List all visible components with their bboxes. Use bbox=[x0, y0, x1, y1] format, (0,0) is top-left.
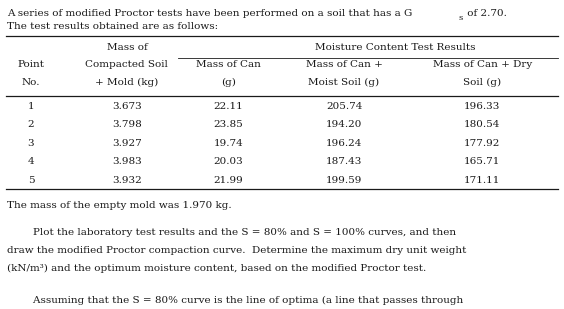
Text: (kN/m³) and the optimum moisture content, based on the modified Proctor test.: (kN/m³) and the optimum moisture content… bbox=[7, 264, 426, 273]
Text: Assuming that the S = 80% curve is the line of optima (a line that passes throug: Assuming that the S = 80% curve is the l… bbox=[7, 296, 463, 305]
Text: 205.74: 205.74 bbox=[326, 102, 362, 111]
Text: draw the modified Proctor compaction curve.  Determine the maximum dry unit weig: draw the modified Proctor compaction cur… bbox=[7, 246, 466, 255]
Text: 3: 3 bbox=[28, 139, 34, 148]
Text: 196.33: 196.33 bbox=[464, 102, 500, 111]
Text: Mass of Can: Mass of Can bbox=[196, 60, 261, 69]
Text: 180.54: 180.54 bbox=[464, 120, 500, 129]
Text: 194.20: 194.20 bbox=[326, 120, 362, 129]
Text: 20.03: 20.03 bbox=[214, 157, 243, 166]
Text: 3.927: 3.927 bbox=[112, 139, 142, 148]
Text: No.: No. bbox=[22, 78, 40, 87]
Text: 3.673: 3.673 bbox=[112, 102, 142, 111]
Text: 22.11: 22.11 bbox=[214, 102, 243, 111]
Text: Point: Point bbox=[17, 60, 45, 69]
Text: 165.71: 165.71 bbox=[464, 157, 500, 166]
Text: 1: 1 bbox=[28, 102, 34, 111]
Text: 21.99: 21.99 bbox=[214, 176, 243, 185]
Text: 3.798: 3.798 bbox=[112, 120, 142, 129]
Text: 5: 5 bbox=[28, 176, 34, 185]
Text: 171.11: 171.11 bbox=[464, 176, 500, 185]
Text: 3.983: 3.983 bbox=[112, 157, 142, 166]
Text: 4: 4 bbox=[28, 157, 34, 166]
Text: The mass of the empty mold was 1.970 kg.: The mass of the empty mold was 1.970 kg. bbox=[7, 201, 231, 210]
Text: Mass of: Mass of bbox=[107, 43, 147, 52]
Text: Soil (g): Soil (g) bbox=[463, 78, 501, 87]
Text: 187.43: 187.43 bbox=[326, 157, 362, 166]
Text: 199.59: 199.59 bbox=[326, 176, 362, 185]
Text: Mass of Can +: Mass of Can + bbox=[306, 60, 382, 69]
Text: 196.24: 196.24 bbox=[326, 139, 362, 148]
Text: (g): (g) bbox=[221, 78, 236, 87]
Text: s: s bbox=[459, 14, 463, 22]
Text: + Mold (kg): + Mold (kg) bbox=[95, 78, 158, 87]
Text: Compacted Soil: Compacted Soil bbox=[86, 60, 168, 69]
Text: The test results obtained are as follows:: The test results obtained are as follows… bbox=[7, 22, 218, 31]
Text: Moist Soil (g): Moist Soil (g) bbox=[309, 78, 380, 87]
Text: 3.932: 3.932 bbox=[112, 176, 142, 185]
Text: 19.74: 19.74 bbox=[214, 139, 243, 148]
Text: A series of modified Proctor tests have been performed on a soil that has a G: A series of modified Proctor tests have … bbox=[7, 9, 412, 18]
Text: Moisture Content Test Results: Moisture Content Test Results bbox=[315, 43, 475, 52]
Text: 177.92: 177.92 bbox=[464, 139, 500, 148]
Text: 2: 2 bbox=[28, 120, 34, 129]
Text: 23.85: 23.85 bbox=[214, 120, 243, 129]
Text: Plot the laboratory test results and the S = 80% and S = 100% curves, and then: Plot the laboratory test results and the… bbox=[7, 228, 456, 237]
Text: of 2.70.: of 2.70. bbox=[464, 9, 507, 18]
Text: Mass of Can + Dry: Mass of Can + Dry bbox=[433, 60, 532, 69]
